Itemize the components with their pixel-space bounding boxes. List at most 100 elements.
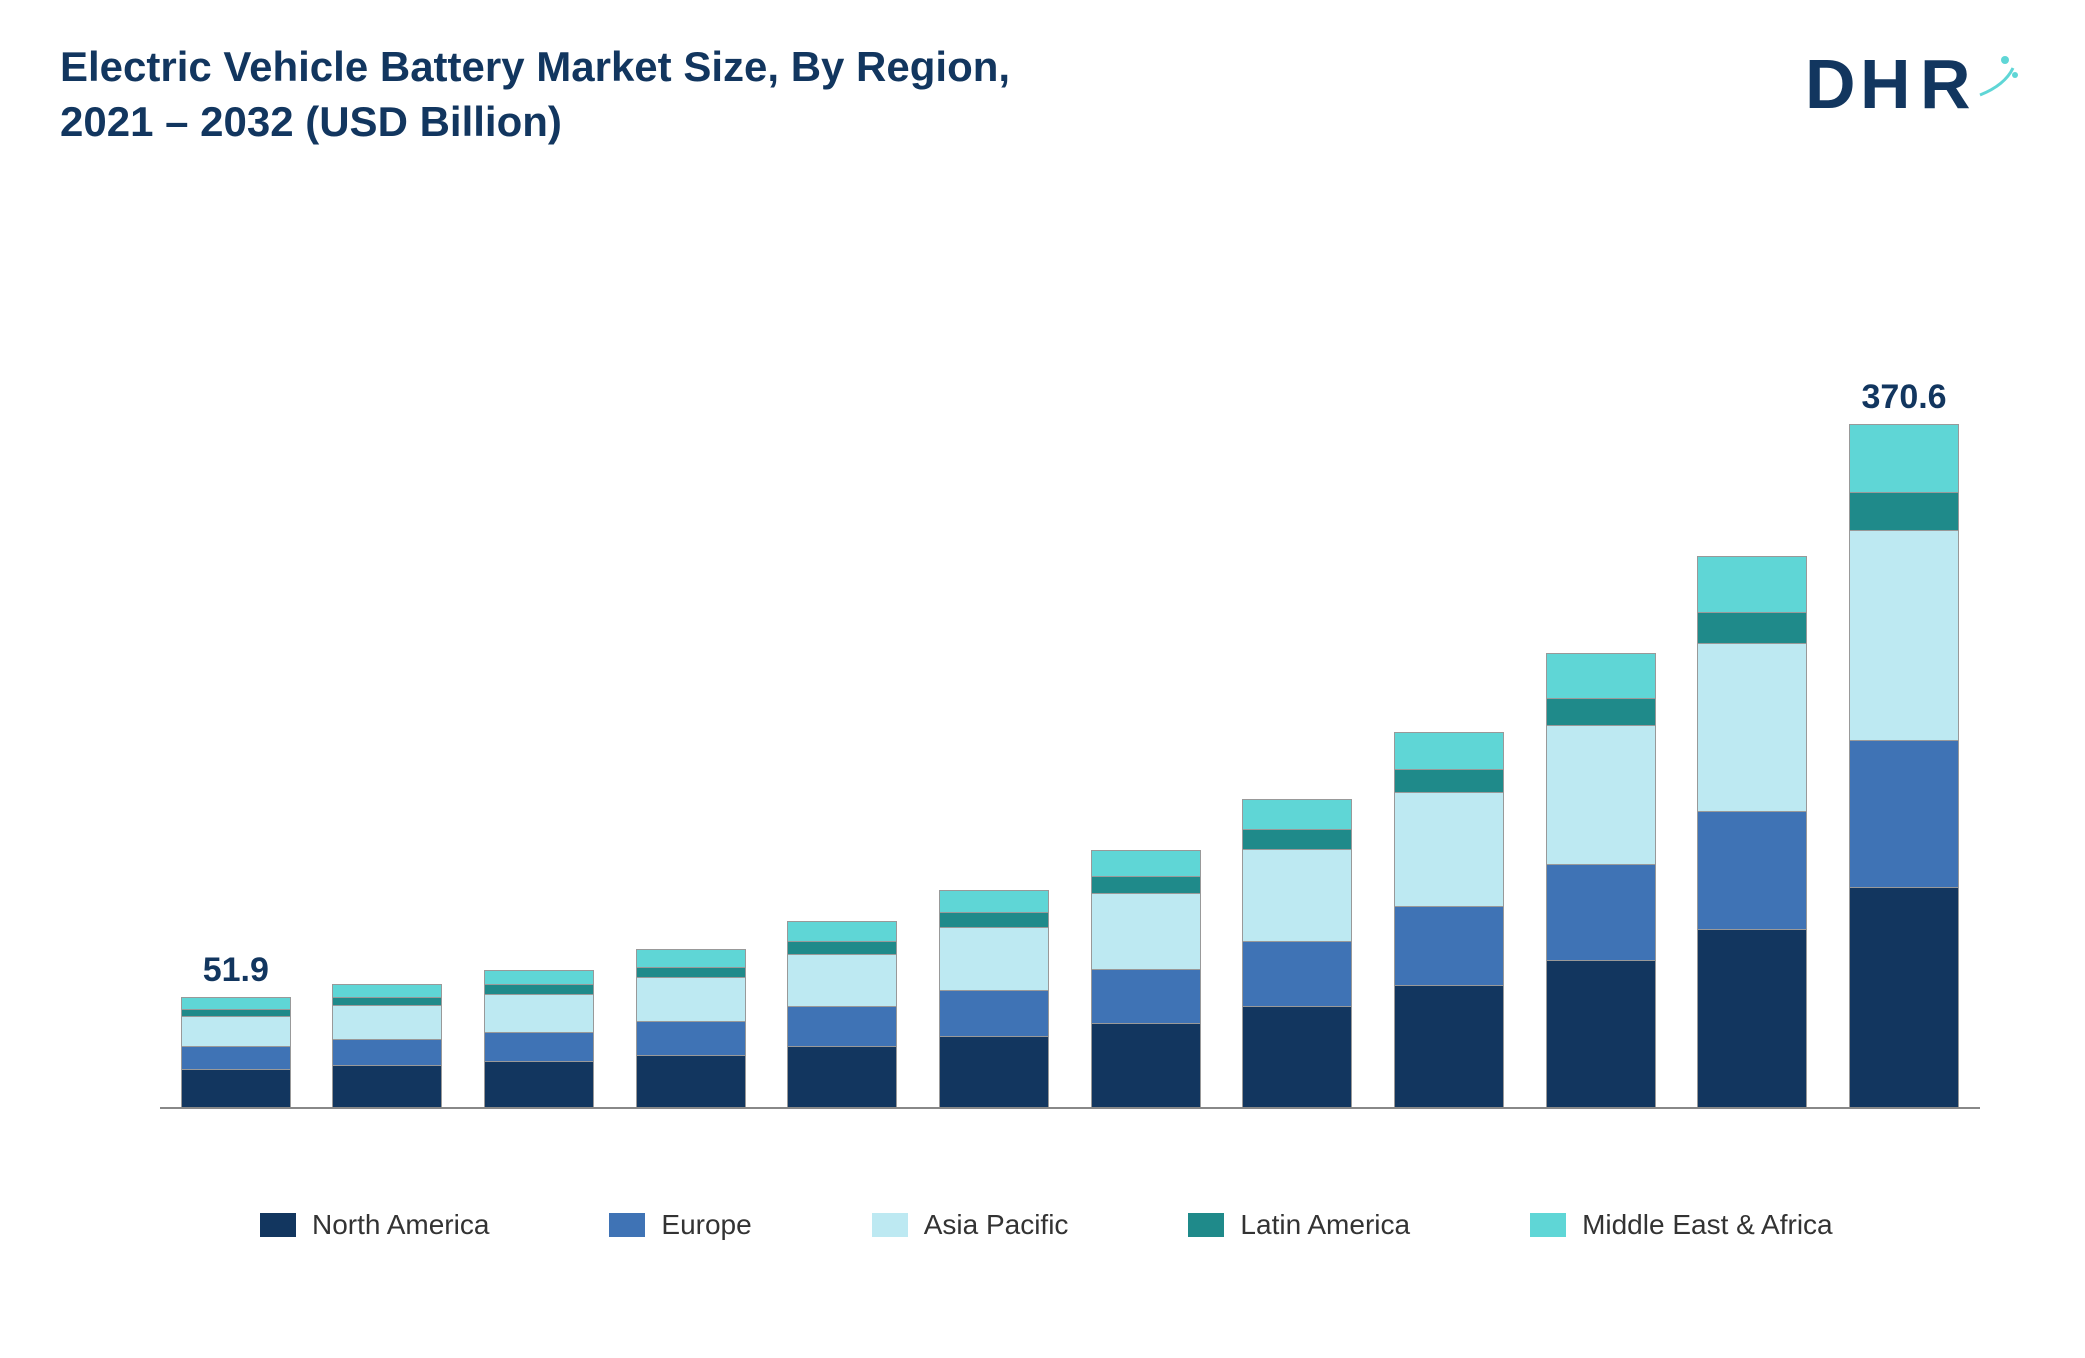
bar-segment-asia-pacific xyxy=(1547,725,1655,864)
bar-segment-latin-america xyxy=(333,997,441,1005)
bar-col-2026 xyxy=(939,890,1049,1107)
legend-item-asia-pacific: Asia Pacific xyxy=(872,1209,1069,1241)
bar-segment-asia-pacific xyxy=(940,927,1048,990)
bar-segment-middle-east-africa xyxy=(788,922,896,941)
bar-segment-latin-america xyxy=(1092,876,1200,893)
legend-swatch xyxy=(260,1213,296,1237)
bar-stack xyxy=(636,949,746,1107)
bar-segment-north-america xyxy=(637,1055,745,1108)
bar-segment-north-america xyxy=(1395,985,1503,1107)
legend-label: Latin America xyxy=(1240,1209,1410,1241)
bar-segment-asia-pacific xyxy=(485,994,593,1032)
bar-col-2027 xyxy=(1091,850,1201,1107)
bar-segment-europe xyxy=(940,990,1048,1036)
header: Electric Vehicle Battery Market Size, By… xyxy=(60,40,2025,149)
bar-stack xyxy=(787,921,897,1107)
bar-segment-europe xyxy=(1850,740,1958,887)
bar-segment-latin-america xyxy=(1850,492,1958,530)
bars-container: 51.9 370.6 xyxy=(160,269,1980,1109)
bar-segment-middle-east-africa xyxy=(1395,733,1503,769)
bar-segment-north-america xyxy=(333,1065,441,1107)
bar-stack xyxy=(939,890,1049,1107)
bar-segment-middle-east-africa xyxy=(637,950,745,967)
legend-item-europe: Europe xyxy=(609,1209,751,1241)
bar-segment-asia-pacific xyxy=(1092,893,1200,969)
legend-label: Middle East & Africa xyxy=(1582,1209,1833,1241)
svg-text:R: R xyxy=(1920,45,1971,123)
legend-item-middle-east-africa: Middle East & Africa xyxy=(1530,1209,1833,1241)
bar-segment-asia-pacific xyxy=(182,1016,290,1046)
bar-stack xyxy=(332,984,442,1107)
legend-swatch xyxy=(1188,1213,1224,1237)
bar-segment-asia-pacific xyxy=(1243,849,1351,941)
bar-stack xyxy=(484,970,594,1107)
bar-segment-latin-america xyxy=(1547,698,1655,725)
bar-segment-latin-america xyxy=(637,967,745,978)
bar-stack xyxy=(1394,732,1504,1107)
bar-stack xyxy=(1242,799,1352,1108)
dhr-logo: D H R xyxy=(1805,40,2025,140)
legend-swatch xyxy=(609,1213,645,1237)
bar-segment-middle-east-africa xyxy=(333,985,441,997)
svg-text:D: D xyxy=(1805,45,1856,123)
bar-col-2025 xyxy=(787,921,897,1107)
legend: North America Europe Asia Pacific Latin Ame… xyxy=(260,1209,2025,1241)
legend-item-latin-america: Latin America xyxy=(1188,1209,1410,1241)
bar-segment-europe xyxy=(1395,906,1503,986)
bar-stack xyxy=(1091,850,1201,1107)
legend-swatch xyxy=(872,1213,908,1237)
bar-total-label: 51.9 xyxy=(203,951,269,990)
bar-segment-middle-east-africa xyxy=(1698,557,1806,612)
bar-segment-europe xyxy=(1547,864,1655,961)
bar-segment-middle-east-africa xyxy=(1850,425,1958,492)
bar-segment-europe xyxy=(637,1021,745,1055)
bar-segment-europe xyxy=(333,1039,441,1065)
bar-segment-latin-america xyxy=(1395,769,1503,792)
bar-segment-north-america xyxy=(1850,887,1958,1108)
bar-col-2031 xyxy=(1697,556,1807,1107)
bar-col-2022 xyxy=(332,984,442,1107)
bar-segment-asia-pacific xyxy=(788,954,896,1007)
bar-stack xyxy=(1697,556,1807,1107)
bar-segment-europe xyxy=(1243,941,1351,1006)
bar-segment-middle-east-africa xyxy=(485,971,593,985)
title-line-2: 2021 – 2032 (USD Billion) xyxy=(60,98,562,145)
bar-segment-latin-america xyxy=(485,984,593,993)
legend-label: Asia Pacific xyxy=(924,1209,1069,1241)
bar-segment-north-america xyxy=(1092,1023,1200,1107)
bar-total-label: 370.6 xyxy=(1862,378,1947,417)
bar-segment-europe xyxy=(1698,811,1806,929)
bar-segment-latin-america xyxy=(1243,829,1351,849)
bar-segment-latin-america xyxy=(788,941,896,954)
bar-segment-europe xyxy=(788,1006,896,1046)
bar-segment-middle-east-africa xyxy=(1243,800,1351,829)
chart-area: 51.9 370.6 xyxy=(160,269,1980,1109)
bar-segment-north-america xyxy=(1547,960,1655,1107)
chart-title: Electric Vehicle Battery Market Size, By… xyxy=(60,40,1010,149)
bar-segment-asia-pacific xyxy=(1850,530,1958,740)
bar-col-2030 xyxy=(1546,653,1656,1108)
bar-col-2024 xyxy=(636,949,746,1107)
bar-stack xyxy=(1546,653,1656,1108)
bar-segment-latin-america xyxy=(182,1009,290,1016)
title-line-1: Electric Vehicle Battery Market Size, By… xyxy=(60,43,1010,90)
bar-segment-latin-america xyxy=(940,912,1048,927)
bar-segment-asia-pacific xyxy=(1698,643,1806,811)
bar-stack xyxy=(1849,424,1959,1107)
bar-segment-north-america xyxy=(1698,929,1806,1108)
svg-text:H: H xyxy=(1860,45,1911,123)
bar-col-2032: 370.6 xyxy=(1849,424,1959,1107)
bar-segment-north-america xyxy=(1243,1006,1351,1107)
bar-segment-europe xyxy=(1092,969,1200,1024)
bar-segment-latin-america xyxy=(1698,612,1806,644)
bar-segment-asia-pacific xyxy=(637,977,745,1021)
bar-segment-north-america xyxy=(788,1046,896,1107)
bar-segment-north-america xyxy=(182,1069,290,1107)
legend-item-north-america: North America xyxy=(260,1209,489,1241)
bar-col-2028 xyxy=(1242,799,1352,1108)
bar-segment-middle-east-africa xyxy=(1547,654,1655,698)
bar-segment-asia-pacific xyxy=(1395,792,1503,905)
legend-label: North America xyxy=(312,1209,489,1241)
bar-segment-asia-pacific xyxy=(333,1005,441,1039)
bar-segment-north-america xyxy=(940,1036,1048,1107)
